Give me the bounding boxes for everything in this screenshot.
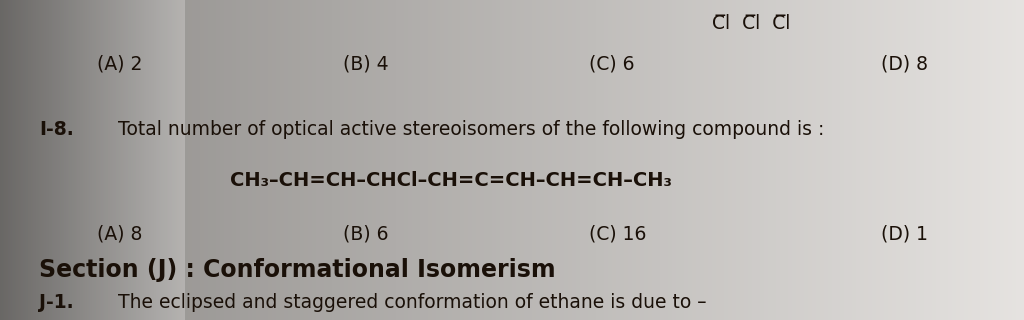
- Text: (A) 2: (A) 2: [97, 54, 142, 74]
- Text: (C) 6: (C) 6: [589, 54, 634, 74]
- Text: (B) 6: (B) 6: [343, 224, 388, 243]
- Text: (A) 8: (A) 8: [97, 224, 142, 243]
- Text: CH₃–CH=CH–CHCl–CH=C=CH–CH=CH–CH₃: CH₃–CH=CH–CHCl–CH=C=CH–CH=CH–CH₃: [230, 171, 673, 190]
- Text: (B) 4: (B) 4: [343, 54, 389, 74]
- Text: J-1.: J-1.: [39, 293, 74, 312]
- Text: The eclipsed and staggered conformation of ethane is due to –: The eclipsed and staggered conformation …: [118, 293, 707, 312]
- Text: I-8.: I-8.: [39, 120, 74, 139]
- Text: (D) 8: (D) 8: [881, 54, 928, 74]
- Text: (D) 1: (D) 1: [881, 224, 928, 243]
- Text: (C) 16: (C) 16: [589, 224, 646, 243]
- Text: C̅l  C̅l  C̅l: C̅l C̅l C̅l: [712, 14, 791, 33]
- Text: Section (J) : Conformational Isomerism: Section (J) : Conformational Isomerism: [39, 259, 556, 282]
- Text: Total number of optical active stereoisomers of the following compound is :: Total number of optical active stereoiso…: [118, 120, 824, 139]
